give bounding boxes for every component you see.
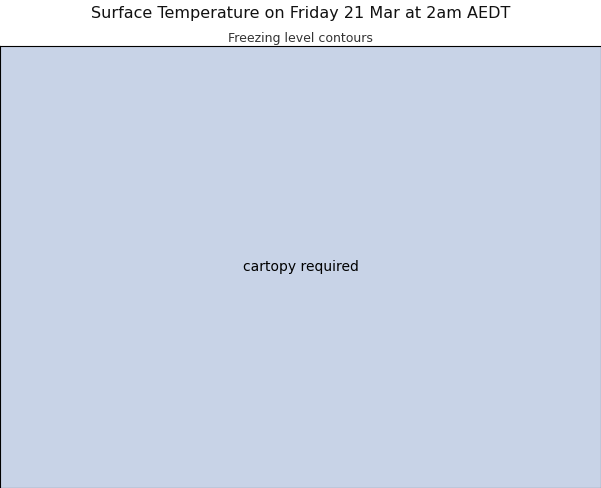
Text: cartopy required: cartopy required (243, 260, 358, 274)
Text: Freezing level contours: Freezing level contours (228, 32, 373, 44)
Text: Surface Temperature on Friday 21 Mar at 2am AEDT: Surface Temperature on Friday 21 Mar at … (91, 6, 510, 21)
